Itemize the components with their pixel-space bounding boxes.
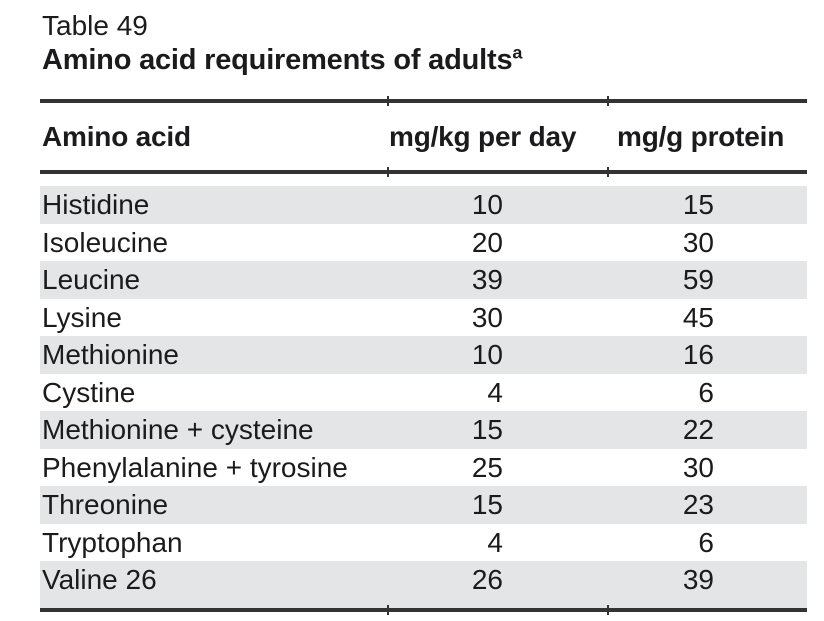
cell-mg-kg-per-day: 26	[471, 564, 503, 595]
cell-mg-g-protein: 30	[682, 226, 714, 258]
cell-amino-acid: Histidine	[42, 189, 150, 220]
table-caption: Table 49 Amino acid requirements of adul…	[42, 9, 522, 78]
table-row: Valine 26 26 39	[40, 561, 807, 608]
column-divider-tick	[607, 605, 609, 615]
table-row: Phenylalanine + tyrosine 25 30	[40, 449, 807, 487]
footnote-marker: a	[512, 42, 523, 63]
table-row: Lysine 30 45	[40, 299, 807, 337]
table-row: Tryptophan 4 6	[40, 524, 807, 562]
table-row: Cystine 4 6	[40, 374, 807, 412]
cell-amino-acid: Valine 26	[42, 564, 157, 595]
cell-mg-kg-per-day: 4	[487, 376, 503, 408]
table-row: Methionine + cysteine 15 22	[40, 411, 807, 449]
cell-mg-g-protein: 15	[682, 189, 714, 220]
amino-acid-table: Amino acid mg/kg per day mg/g protein Hi…	[40, 99, 807, 612]
column-divider-tick	[607, 167, 609, 177]
cell-amino-acid: Lysine	[42, 301, 122, 333]
col-header-mg-g-protein: mg/g protein	[617, 120, 785, 152]
column-divider-tick	[387, 605, 389, 615]
table-number: Table 49	[42, 10, 148, 41]
cell-mg-g-protein: 16	[682, 339, 714, 370]
cell-amino-acid: Methionine + cysteine	[42, 414, 314, 445]
cell-mg-g-protein: 45	[682, 301, 714, 333]
col-header-amino-acid: Amino acid	[42, 120, 191, 152]
cell-amino-acid: Tryptophan	[42, 526, 183, 558]
table-row: Leucine 39 59	[40, 261, 807, 299]
cell-amino-acid: Leucine	[42, 264, 141, 295]
cell-mg-kg-per-day: 20	[471, 226, 503, 258]
cell-mg-g-protein: 6	[698, 376, 714, 408]
cell-mg-kg-per-day: 30	[471, 301, 503, 333]
cell-mg-g-protein: 6	[698, 526, 714, 558]
column-divider-tick	[387, 96, 389, 106]
cell-amino-acid: Cystine	[42, 376, 136, 408]
cell-mg-kg-per-day: 4	[487, 526, 503, 558]
column-divider-tick	[387, 167, 389, 177]
cell-mg-kg-per-day: 25	[471, 451, 503, 483]
cell-mg-kg-per-day: 15	[471, 414, 503, 445]
table-title: Amino acid requirements of adultsa	[42, 42, 522, 78]
col-header-mg-kg-per-day: mg/kg per day	[389, 120, 577, 152]
cell-amino-acid: Methionine	[42, 339, 179, 370]
cell-mg-g-protein: 59	[682, 264, 714, 295]
table-row: Histidine 10 15	[40, 186, 807, 224]
cell-mg-kg-per-day: 10	[471, 339, 503, 370]
cell-mg-g-protein: 30	[682, 451, 714, 483]
cell-mg-g-protein: 39	[682, 564, 714, 595]
table-header-row: Amino acid mg/kg per day mg/g protein	[40, 99, 807, 174]
table-row: Isoleucine 20 30	[40, 224, 807, 262]
table-title-text: Amino acid requirements of adults	[42, 44, 513, 76]
cell-mg-kg-per-day: 10	[471, 189, 503, 220]
cell-mg-kg-per-day: 39	[471, 264, 503, 295]
cell-amino-acid: Isoleucine	[42, 226, 169, 258]
cell-amino-acid: Threonine	[42, 489, 169, 520]
column-divider-tick	[607, 96, 609, 106]
cell-mg-g-protein: 22	[682, 414, 714, 445]
cell-mg-kg-per-day: 15	[471, 489, 503, 520]
cell-mg-g-protein: 23	[682, 489, 714, 520]
table-row: Methionine 10 16	[40, 336, 807, 374]
cell-amino-acid: Phenylalanine + tyrosine	[42, 451, 348, 483]
table-body: Histidine 10 15 Isoleucine 20 30 Leucine 39 59 Ly…	[40, 174, 807, 612]
table-row: Threonine 15 23	[40, 486, 807, 524]
